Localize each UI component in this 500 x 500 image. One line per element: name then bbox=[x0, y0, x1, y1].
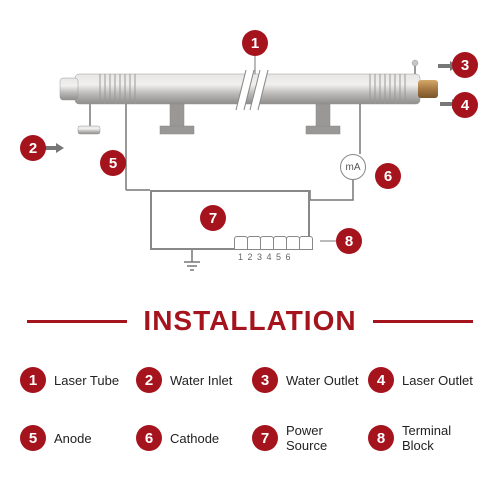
legend-label: Power Source bbox=[286, 423, 364, 453]
callout-3: 3 bbox=[452, 52, 478, 78]
legend-number: 2 bbox=[136, 367, 162, 393]
legend-number: 3 bbox=[252, 367, 278, 393]
callout-7: 7 bbox=[200, 205, 226, 231]
legend-number: 8 bbox=[368, 425, 394, 451]
milliamp-meter: mA bbox=[340, 154, 366, 180]
callout-5: 5 bbox=[100, 150, 126, 176]
legend-item-8: 8 Terminal Block bbox=[368, 418, 480, 458]
legend-item-5: 5 Anode bbox=[20, 418, 132, 458]
callout-8: 8 bbox=[336, 228, 362, 254]
title-rule-right bbox=[373, 320, 473, 323]
legend-item-1: 1 Laser Tube bbox=[20, 360, 132, 400]
legend-number: 7 bbox=[252, 425, 278, 451]
legend-label: Laser Outlet bbox=[402, 373, 473, 388]
callout-2: 2 bbox=[20, 135, 46, 161]
legend-label: Laser Tube bbox=[54, 373, 119, 388]
legend-number: 4 bbox=[368, 367, 394, 393]
legend-item-3: 3 Water Outlet bbox=[252, 360, 364, 400]
page-title: INSTALLATION bbox=[131, 305, 368, 337]
tube-stand bbox=[160, 104, 194, 134]
terminal-numbers: 123456 bbox=[238, 252, 295, 262]
legend-label: Water Inlet bbox=[170, 373, 232, 388]
callout-4: 4 bbox=[452, 92, 478, 118]
title-bar: INSTALLATION bbox=[0, 305, 500, 337]
legend-label: Cathode bbox=[170, 431, 219, 446]
title-rule-left bbox=[27, 320, 127, 323]
legend-label: Anode bbox=[54, 431, 92, 446]
installation-diagram: 123456 mA 12345678 bbox=[20, 30, 480, 290]
terminal-block bbox=[234, 236, 312, 250]
callout-1: 1 bbox=[242, 30, 268, 56]
legend-label: Terminal Block bbox=[402, 423, 480, 453]
legend-item-2: 2 Water Inlet bbox=[136, 360, 248, 400]
callout-6: 6 bbox=[375, 163, 401, 189]
laser-tube bbox=[20, 30, 480, 290]
legend-label: Water Outlet bbox=[286, 373, 358, 388]
meter-label: mA bbox=[346, 162, 361, 173]
legend-number: 1 bbox=[20, 367, 46, 393]
legend-number: 5 bbox=[20, 425, 46, 451]
legend-number: 6 bbox=[136, 425, 162, 451]
legend-item-6: 6 Cathode bbox=[136, 418, 248, 458]
legend-item-4: 4 Laser Outlet bbox=[368, 360, 480, 400]
legend-item-7: 7 Power Source bbox=[252, 418, 364, 458]
tube-stand bbox=[306, 104, 340, 134]
legend-grid: 1 Laser Tube 2 Water Inlet 3 Water Outlet 4 Las… bbox=[20, 360, 480, 458]
